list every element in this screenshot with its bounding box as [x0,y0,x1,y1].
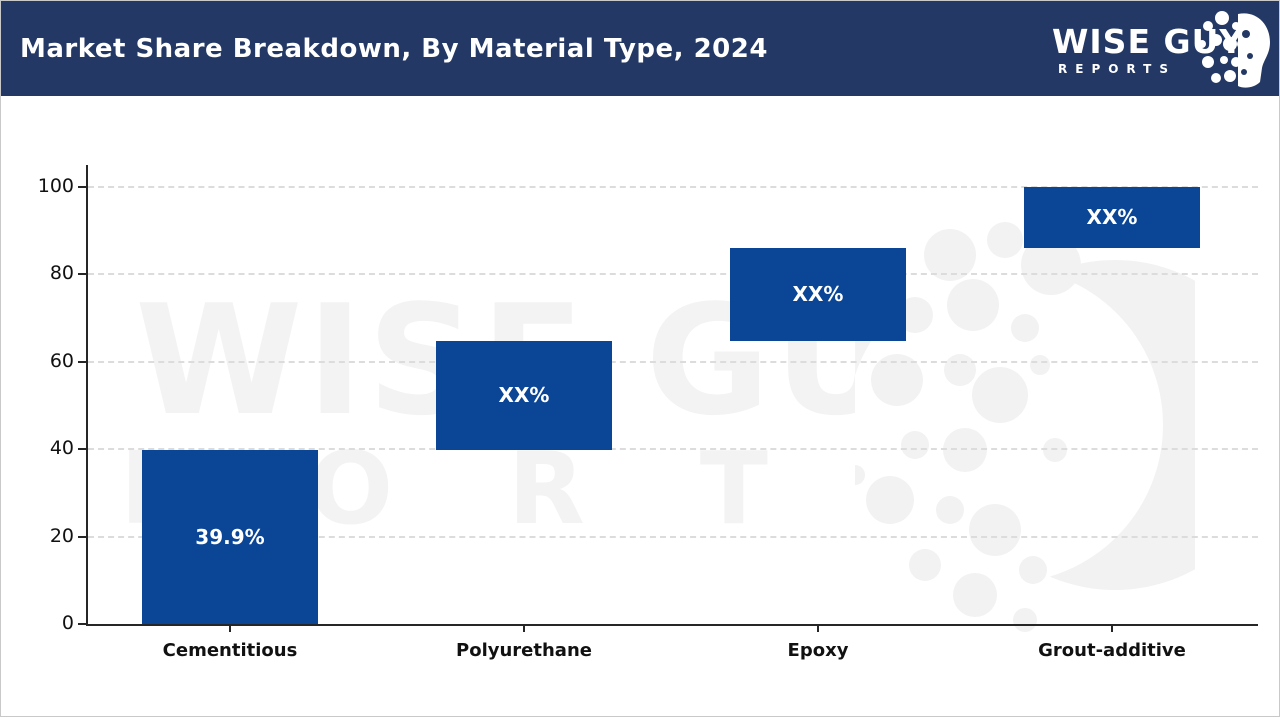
y-tick-mark-80 [78,273,86,276]
y-tick-label-60: 60 [49,349,74,372]
x-axis-line [86,624,1258,626]
y-tick-label-40: 40 [49,437,74,460]
y-axis-line [86,165,88,626]
header-bar: Market Share Breakdown, By Material Type… [0,0,1280,96]
logo-subtitle: REPORTS [1058,62,1176,76]
bar-segment-cementitious: 39.9% [142,449,318,624]
x-axis-label-epoxy: Epoxy [787,640,849,661]
y-tick-label-100: 100 [37,175,74,197]
bar-value-label: 39.9% [195,524,265,549]
bar-segment-grout-additive: XX% [1024,187,1200,248]
x-axis-label-grout-additive: Grout-additive [1038,640,1186,661]
y-tick-mark-0 [78,623,86,625]
bar-value-label: XX% [498,383,550,408]
bar-segment-epoxy: XX% [730,247,906,341]
wise-guy-logo: WISE GUY REPORTS [1014,4,1272,92]
x-tick-mark-1 [523,624,525,632]
gridline-20 [88,535,1258,538]
bar-value-label: XX% [792,282,844,307]
x-axis-label-cementitious: Cementitious [162,640,298,661]
y-tick-label-20: 20 [49,524,74,547]
page-title: Market Share Breakdown, By Material Type… [20,34,768,64]
x-tick-mark-0 [229,624,231,632]
gridline-100 [88,186,1258,188]
y-tick-mark-40 [78,448,86,451]
bar-value-label: XX% [1086,205,1138,230]
y-tick-mark-100 [78,186,86,188]
bar-segment-polyurethane: XX% [436,340,612,450]
y-tick-label-80: 80 [49,262,74,285]
x-axis-label-polyurethane: Polyurethane [456,640,592,661]
x-tick-mark-3 [1111,624,1113,632]
logo-head-icon [1198,11,1270,88]
gridline-80 [88,273,1258,276]
x-tick-mark-2 [817,624,819,632]
y-tick-mark-60 [78,360,86,363]
gridline-40 [88,448,1258,451]
gridline-60 [88,360,1258,363]
y-tick-mark-20 [78,535,86,538]
y-tick-label-0: 0 [61,612,74,634]
